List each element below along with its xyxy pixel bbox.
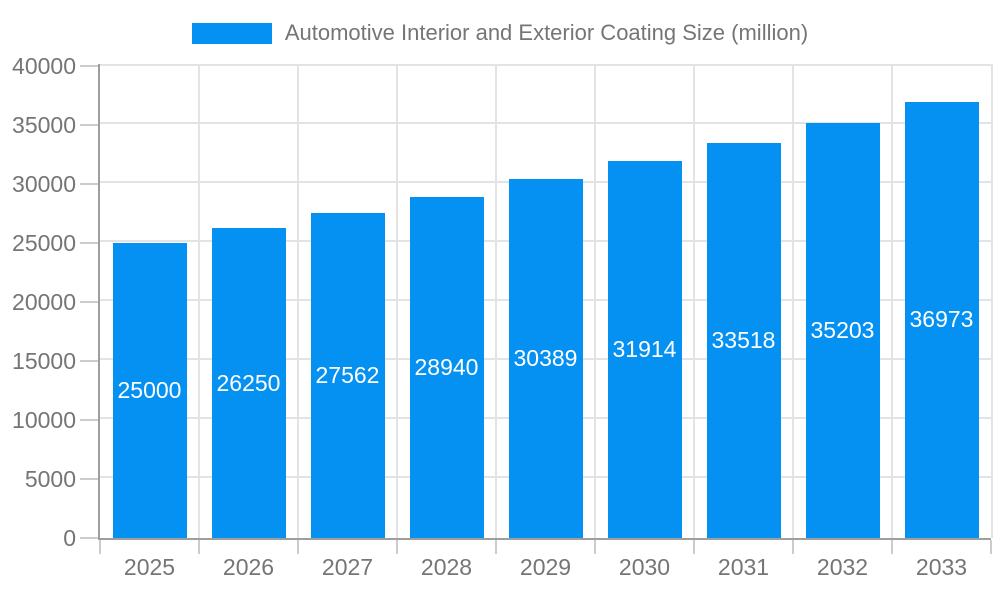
legend-label: Automotive Interior and Exterior Coating… [284,20,809,45]
bar-value-label: 35203 [810,316,875,343]
x-tick [198,540,200,554]
y-tick-label: 40000 [12,53,76,79]
y-tick-label: 30000 [12,171,76,197]
x-tick-label: 2025 [123,554,176,580]
v-gridline [198,66,200,538]
x-tick-label: 2033 [915,554,968,580]
y-tick-label: 35000 [12,112,76,138]
bar: 26250 [211,228,286,538]
y-tick [80,478,98,480]
bar-value-label: 28940 [414,353,479,380]
bar-value-label: 36973 [909,306,974,333]
v-gridline [495,66,497,538]
x-tick [891,540,893,554]
x-tick-label: 2026 [222,554,275,580]
bar-value-label: 26250 [216,369,281,396]
h-gridline [100,122,991,124]
x-tick [495,540,497,554]
y-tick [80,242,98,244]
bar: 28940 [409,196,484,538]
y-tick-label: 10000 [12,407,76,433]
y-tick-label: 0 [63,525,76,551]
bar: 30389 [508,179,583,538]
bar-value-label: 30389 [513,345,578,372]
x-tick [693,540,695,554]
y-axis-line [98,64,100,540]
y-tick [80,65,98,67]
y-tick [80,124,98,126]
bar-value-label: 33518 [711,326,776,353]
y-tick-label: 20000 [12,289,76,315]
y-tick-label: 15000 [12,348,76,374]
y-tick [80,419,98,421]
v-gridline [594,66,596,538]
x-tick-label: 2028 [420,554,473,580]
v-gridline [693,66,695,538]
v-gridline [297,66,299,538]
legend-item[interactable]: Automotive Interior and Exterior Coating… [191,20,809,46]
bar-value-label: 25000 [117,377,182,403]
x-tick-label: 2031 [717,554,770,580]
x-tick-label: 2027 [321,554,374,580]
bar-value-label: 27562 [315,361,380,388]
x-tick-label: 2029 [519,554,572,580]
y-tick-label: 5000 [24,466,76,492]
legend-swatch-icon [191,22,272,44]
x-tick [396,540,398,554]
y-tick-label: 25000 [12,230,76,256]
y-tick [80,537,98,539]
bar: 31914 [607,161,682,538]
bar: 35203 [805,122,880,538]
x-tick [99,540,101,554]
x-tick-label: 2032 [816,554,869,580]
y-tick [80,183,98,185]
x-tick [990,540,992,554]
bar: 36973 [904,101,979,538]
x-tick [594,540,596,554]
x-tick [792,540,794,554]
x-axis-line [98,538,991,540]
x-tick-label: 2030 [618,554,671,580]
v-gridline [891,66,893,538]
bar: 25000 [112,243,187,538]
y-tick [80,360,98,362]
bar: 33518 [706,142,781,538]
v-gridline [792,66,794,538]
y-tick [80,301,98,303]
v-gridline [396,66,398,538]
legend: Automotive Interior and Exterior Coating… [0,20,1000,46]
plot-area: 25000 26250 27562 28940 30389 31914 33518 35203… [100,64,993,538]
bar-value-label: 31914 [612,336,677,363]
x-tick [297,540,299,554]
bar: 27562 [310,212,385,538]
